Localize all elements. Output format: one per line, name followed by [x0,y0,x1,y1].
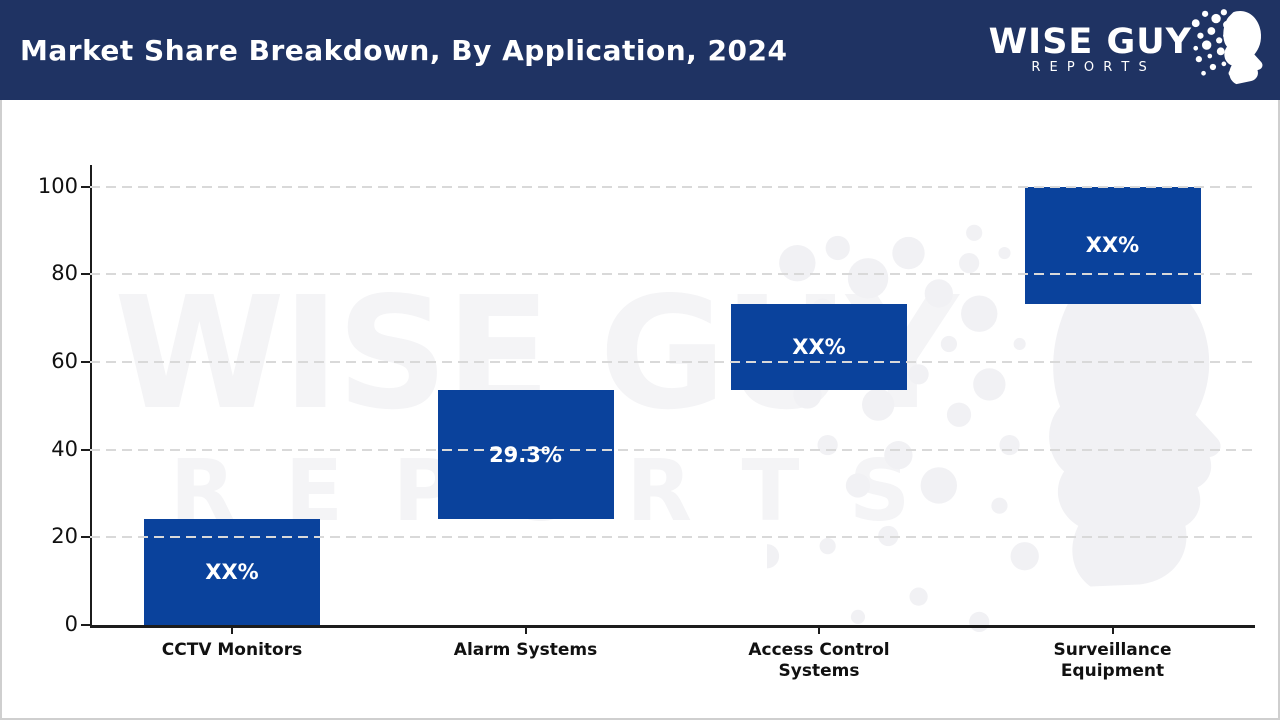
chart-title: Market Share Breakdown, By Application, … [20,33,788,67]
x-axis-tick [524,627,527,634]
header-bar: Market Share Breakdown, By Application, … [0,0,1280,100]
x-category-label-line: Equipment [1060,661,1165,681]
gridline [90,360,1255,363]
y-axis-spine [90,165,92,627]
x-category-label-line: Systems [778,661,860,681]
x-category-label-line: Alarm Systems [453,640,598,660]
y-axis-tick [81,624,90,626]
y-axis-tick [81,448,90,451]
y-tick-label: 100 [37,173,78,198]
y-tick-label: 20 [51,524,78,549]
bar-value-label: XX% [205,559,259,584]
x-category-label: Access Control Systems [672,640,966,682]
y-tick-label: 80 [51,261,78,286]
x-axis-spine [90,625,1255,628]
gridline [90,273,1255,276]
x-category-label-line: CCTV Monitors [161,640,303,660]
x-axis-tick [818,627,820,634]
bar-value-label: 29.3% [489,442,562,467]
brand-logo: WISE GUY R E P O R T S [989,6,1268,92]
x-category-label: Surveillance Equipment [966,640,1260,682]
logo-face-icon [1191,9,1263,85]
x-axis-tick [1111,627,1114,634]
gridline [90,185,1255,188]
bar [437,390,614,519]
plot-area: WISE GUY R E P O R T S 020406080100XX%CC… [0,100,1280,720]
x-axis-tick [231,627,233,634]
y-axis-tick [81,536,90,539]
y-tick-label: 60 [51,348,78,373]
bar [731,304,907,391]
y-axis-tick [81,185,90,188]
y-axis-tick [81,360,90,363]
y-axis-tick [81,273,90,276]
bar-value-label: XX% [792,335,846,360]
x-category-label-line: Access Control [748,640,890,660]
bar-value-label: XX% [1085,233,1140,258]
x-category-label: CCTV Monitors [85,640,379,661]
y-tick-label: 0 [64,612,78,636]
bar [1024,186,1201,305]
gridline [90,536,1255,539]
gridline [90,448,1255,451]
logo-name-text: WISE GUY [988,22,1192,63]
x-category-label: Alarm Systems [379,640,673,661]
y-tick-label: 40 [51,436,78,461]
x-category-label-line: Surveillance [1053,640,1172,660]
logo-reports-text: R E P O R T S [1031,59,1150,75]
